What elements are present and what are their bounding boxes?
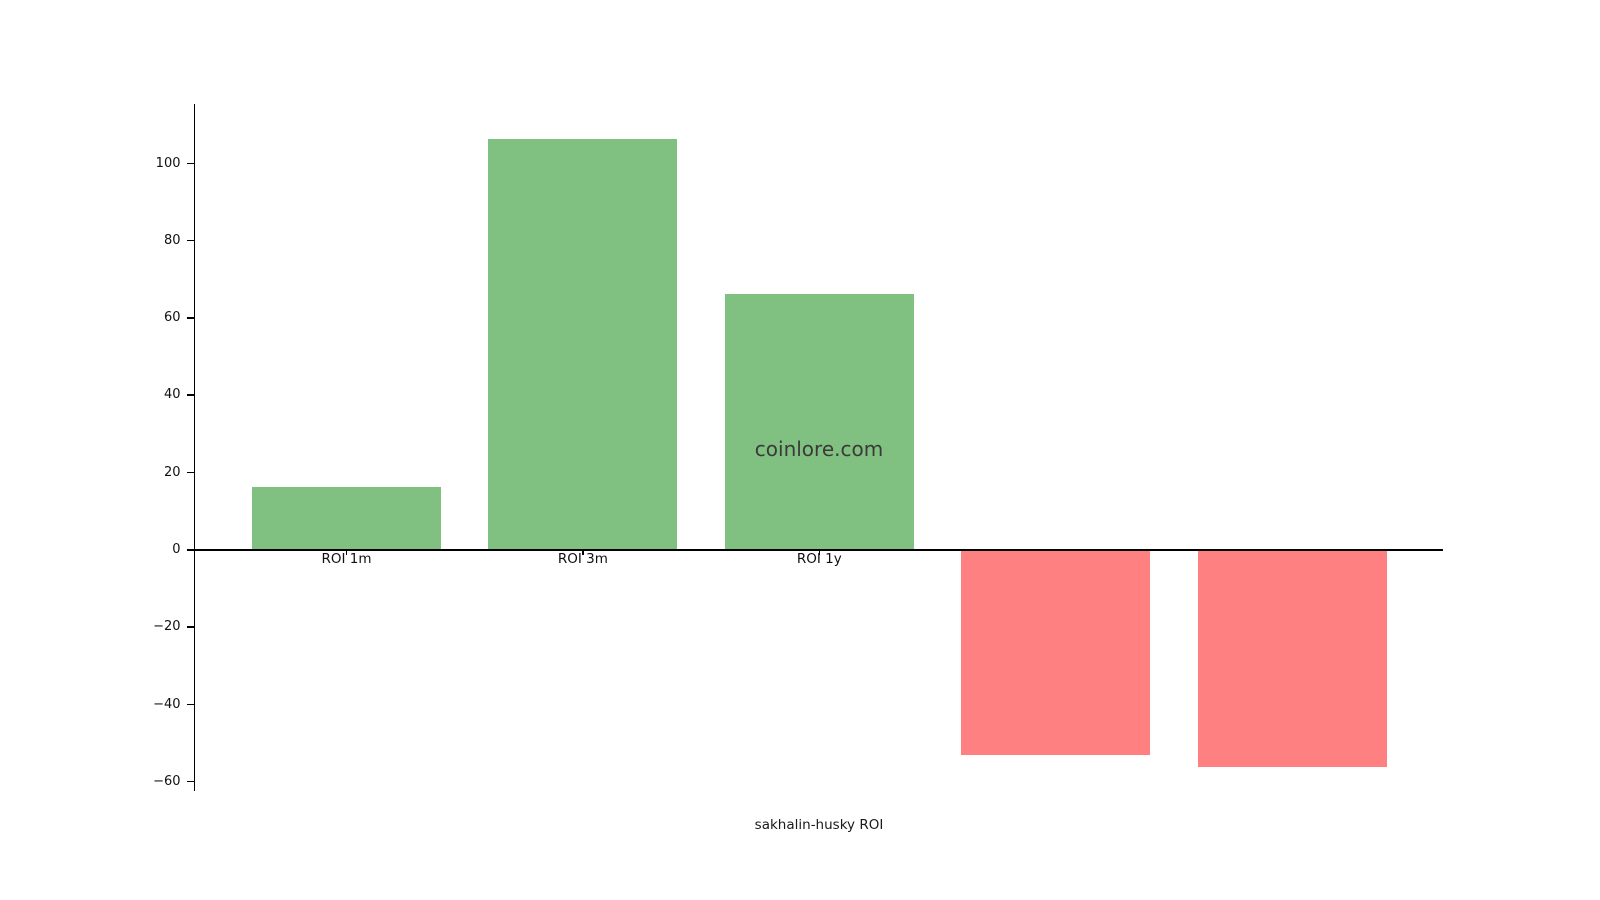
y-axis-tick <box>186 394 194 396</box>
x-tick-label: ROI 1y <box>796 551 842 567</box>
watermark: coinlore.com <box>754 437 884 461</box>
x-tick-label: ROI 1m <box>321 551 372 567</box>
y-tick-label: 100 <box>155 155 181 171</box>
bar-roi-1m <box>252 487 441 549</box>
y-axis-tick <box>186 549 194 551</box>
bar-roi-3m <box>488 139 678 549</box>
y-axis-tick <box>186 626 194 628</box>
y-axis-tick <box>186 317 194 319</box>
x-axis-tick <box>582 550 584 555</box>
y-axis-tick <box>186 780 194 783</box>
y-axis-tick <box>186 703 194 706</box>
x-axis-tick <box>345 550 348 555</box>
x-axis-tick <box>818 550 821 555</box>
y-tick-label: 0 <box>172 542 181 557</box>
y-tick-label: −60 <box>153 773 181 789</box>
x-axis-line <box>193 549 1443 551</box>
y-axis-tick <box>186 162 194 164</box>
y-tick-label: 60 <box>163 310 181 326</box>
y-tick-label: −20 <box>153 619 181 635</box>
y-axis-line <box>193 104 195 791</box>
y-tick-label: −40 <box>153 696 181 712</box>
y-tick-label: 80 <box>163 232 181 248</box>
x-tick-label: ROI 3m <box>557 551 608 567</box>
bar-roi-1y <box>724 293 914 549</box>
bar-bar-5 <box>1197 550 1387 767</box>
bar-bar-4 <box>961 550 1151 756</box>
chart-title: sakhalin-husky ROI <box>754 817 884 833</box>
y-tick-label: 20 <box>163 464 181 480</box>
y-axis-tick <box>186 471 194 474</box>
y-tick-label: 40 <box>163 387 181 403</box>
y-axis-tick <box>186 239 194 242</box>
